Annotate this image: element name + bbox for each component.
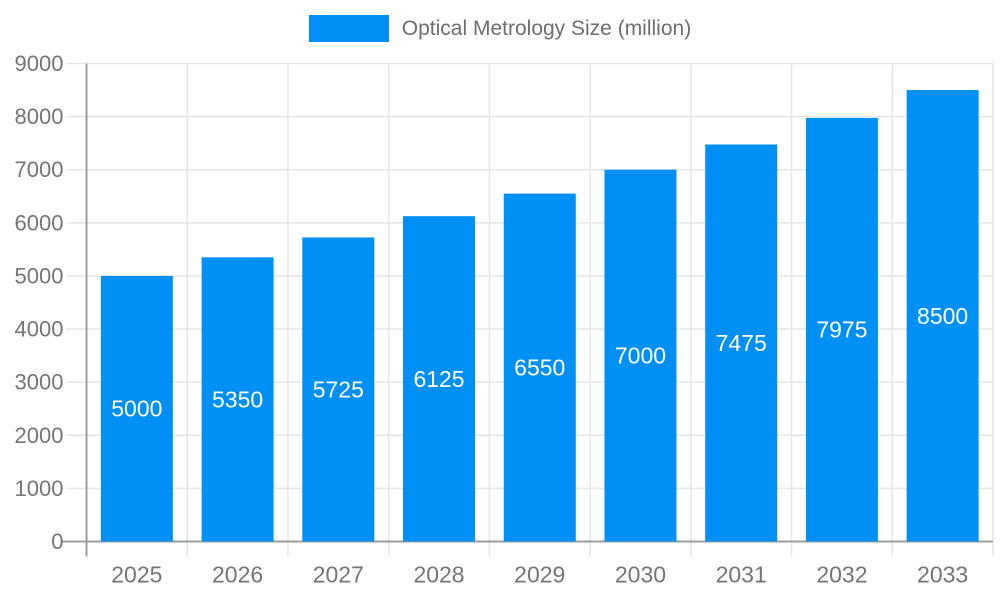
bar-value-label: 5000 xyxy=(111,396,162,422)
bar-value-label: 7475 xyxy=(716,330,767,356)
x-tick-label: 2026 xyxy=(212,562,263,588)
bar-2026[interactable] xyxy=(201,257,274,542)
x-tick-label: 2028 xyxy=(413,562,464,588)
bar-value-label: 8500 xyxy=(917,303,968,329)
legend-label: Optical Metrology Size (million) xyxy=(401,16,692,40)
y-tick-label: 8000 xyxy=(15,104,64,129)
x-tick-label: 2029 xyxy=(514,562,565,588)
x-tick-label: 2027 xyxy=(313,562,364,588)
bar-2028[interactable] xyxy=(403,216,476,542)
y-tick-label: 0 xyxy=(51,529,63,554)
x-tick-label: 2025 xyxy=(111,562,162,588)
bar-value-label: 7975 xyxy=(816,317,867,343)
bar-value-label: 5725 xyxy=(313,376,364,402)
y-tick-label: 2000 xyxy=(15,423,64,448)
legend[interactable]: Optical Metrology Size (million) xyxy=(0,13,1000,43)
bar-2033[interactable] xyxy=(906,90,979,542)
bar-2030[interactable] xyxy=(604,169,677,542)
bar-value-label: 6125 xyxy=(413,366,464,392)
x-tick-label: 2032 xyxy=(816,562,867,588)
x-tick-label: 2031 xyxy=(716,562,767,588)
y-tick-label: 4000 xyxy=(15,317,64,342)
y-tick-label: 3000 xyxy=(15,370,64,395)
y-tick-label: 6000 xyxy=(15,210,64,235)
bar-value-label: 7000 xyxy=(615,343,666,369)
y-tick-label: 1000 xyxy=(15,476,64,501)
bar-value-label: 5350 xyxy=(212,386,263,412)
x-tick-label: 2030 xyxy=(615,562,666,588)
legend-swatch xyxy=(308,14,389,42)
bar-2027[interactable] xyxy=(302,237,375,542)
x-tick-label: 2033 xyxy=(917,562,968,588)
bar-2032[interactable] xyxy=(805,117,878,542)
bar-2025[interactable] xyxy=(100,275,173,542)
bar-value-label: 6550 xyxy=(514,355,565,381)
y-tick-label: 7000 xyxy=(15,157,64,182)
bar-2029[interactable] xyxy=(503,193,576,542)
y-tick-label: 5000 xyxy=(15,263,64,288)
y-tick-label: 9000 xyxy=(15,51,64,76)
bar-2031[interactable] xyxy=(705,144,778,542)
